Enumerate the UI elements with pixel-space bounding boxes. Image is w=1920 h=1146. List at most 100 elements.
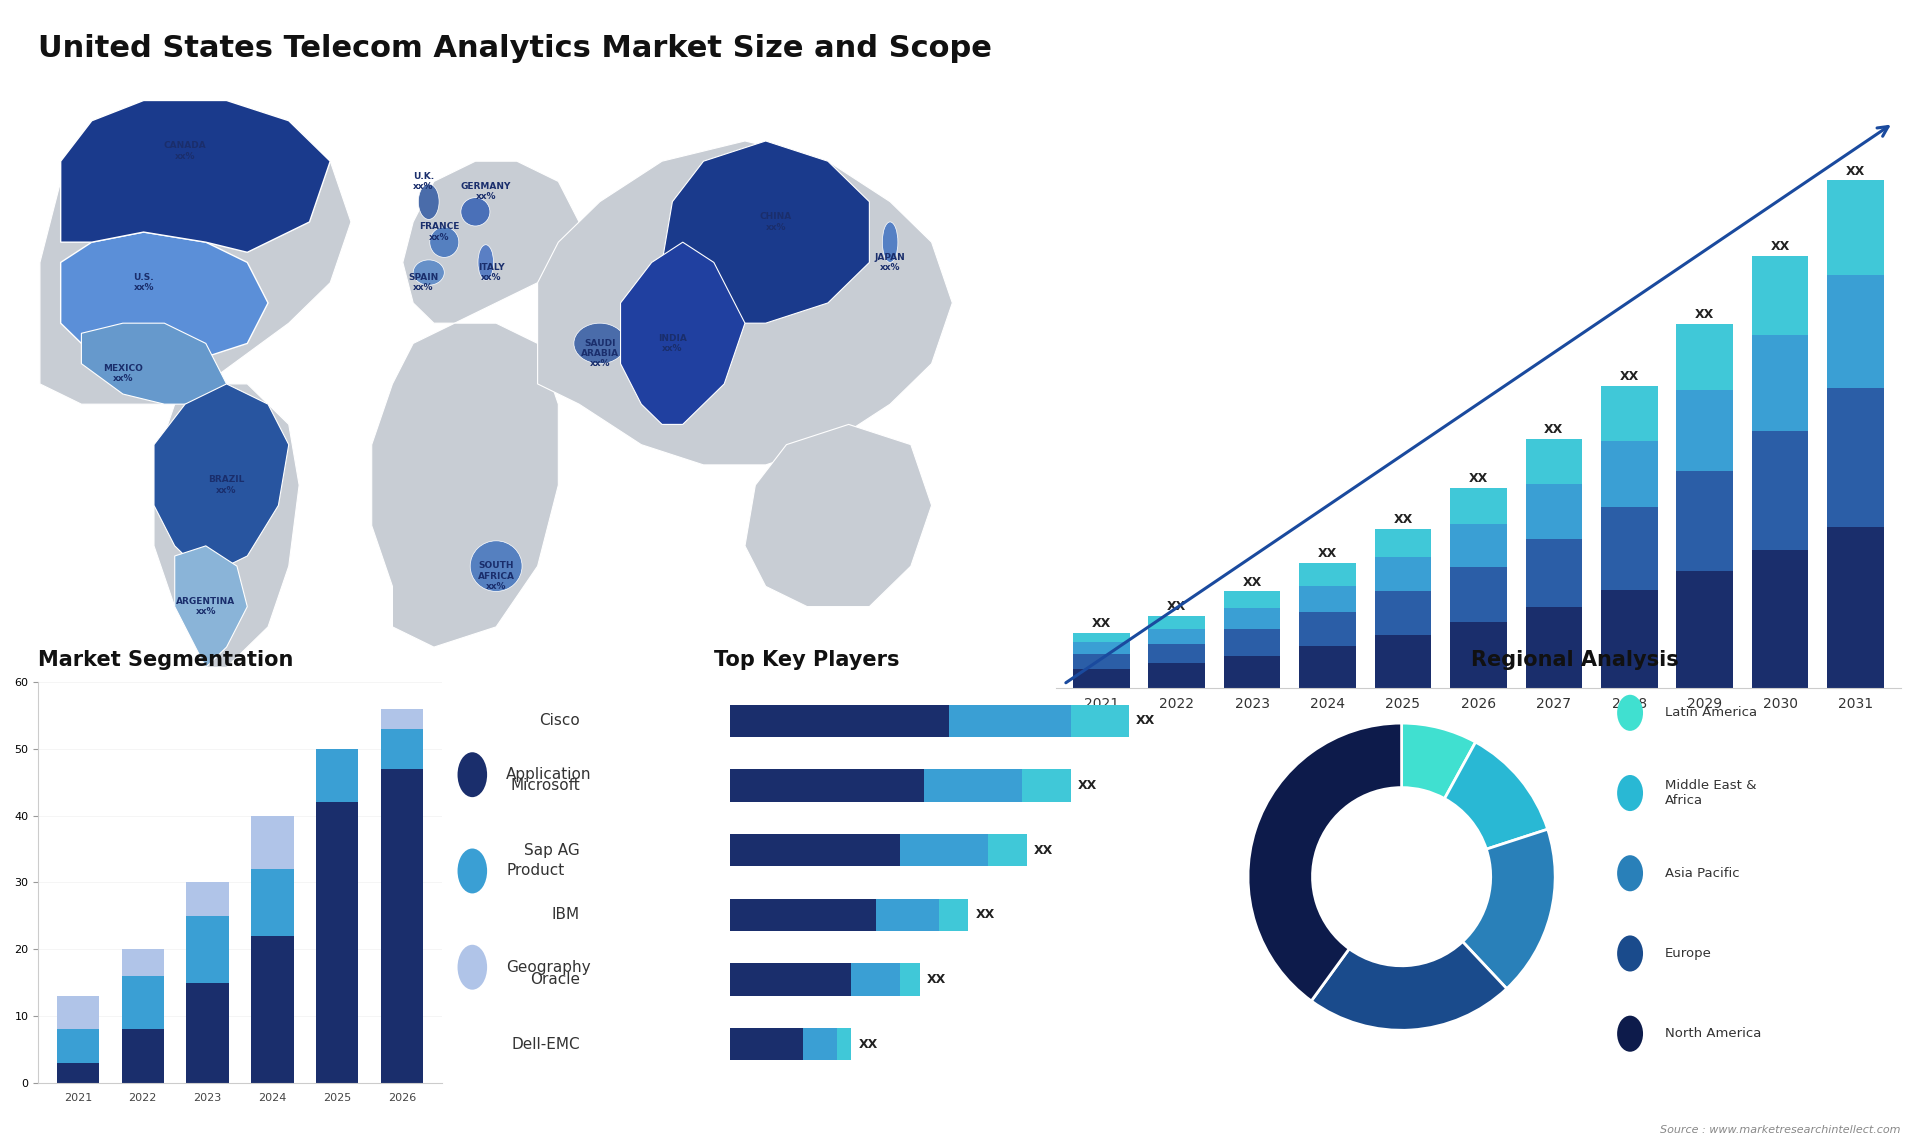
Ellipse shape: [430, 227, 459, 258]
Text: XX: XX: [1167, 601, 1187, 613]
Bar: [803, 1028, 837, 1060]
Bar: [851, 964, 900, 996]
Wedge shape: [1444, 743, 1548, 849]
Bar: [1450, 621, 1507, 688]
Text: BRAZIL
xx%: BRAZIL xx%: [209, 476, 244, 495]
Bar: [1073, 669, 1129, 688]
Text: XX: XX: [1092, 617, 1112, 630]
Bar: [1300, 563, 1356, 586]
Bar: [380, 769, 422, 1083]
Bar: [1828, 180, 1884, 275]
Ellipse shape: [574, 323, 626, 363]
Text: XX: XX: [975, 909, 995, 921]
Bar: [1300, 646, 1356, 688]
Polygon shape: [154, 384, 300, 667]
Polygon shape: [620, 242, 745, 424]
Text: FRANCE
xx%: FRANCE xx%: [419, 222, 459, 242]
Bar: [730, 898, 876, 931]
Bar: [186, 916, 228, 983]
Bar: [121, 976, 163, 1029]
Bar: [939, 898, 968, 931]
Text: Application: Application: [507, 767, 591, 783]
Bar: [1223, 591, 1281, 609]
Text: Europe: Europe: [1665, 947, 1711, 960]
Bar: [1601, 440, 1657, 507]
Bar: [121, 949, 163, 976]
Circle shape: [457, 752, 488, 798]
Bar: [1676, 571, 1734, 688]
Text: MEXICO
xx%: MEXICO xx%: [104, 364, 142, 384]
Text: Cisco: Cisco: [540, 713, 580, 728]
Polygon shape: [61, 231, 269, 363]
Text: Latin America: Latin America: [1665, 706, 1757, 720]
Polygon shape: [372, 323, 559, 647]
Text: Dell-EMC: Dell-EMC: [511, 1037, 580, 1052]
Bar: [1828, 387, 1884, 527]
Bar: [1676, 390, 1734, 471]
Text: Geography: Geography: [507, 959, 591, 975]
Circle shape: [1617, 775, 1644, 811]
Polygon shape: [40, 101, 351, 405]
Circle shape: [1617, 694, 1644, 731]
Text: XX: XX: [1770, 240, 1789, 253]
Text: XX: XX: [927, 973, 947, 986]
Bar: [1073, 643, 1129, 653]
Bar: [1526, 606, 1582, 688]
Bar: [1300, 586, 1356, 612]
Bar: [900, 834, 987, 866]
Text: U.S.
xx%: U.S. xx%: [132, 273, 154, 292]
Bar: [730, 1028, 803, 1060]
Bar: [252, 816, 294, 869]
Text: XX: XX: [1077, 779, 1096, 792]
Bar: [1751, 335, 1809, 431]
Polygon shape: [154, 384, 288, 576]
Bar: [1148, 615, 1206, 629]
Bar: [1375, 635, 1430, 688]
Bar: [1450, 488, 1507, 524]
Bar: [1676, 471, 1734, 571]
Bar: [1073, 653, 1129, 669]
Bar: [1148, 629, 1206, 644]
Polygon shape: [745, 424, 931, 606]
Bar: [1751, 431, 1809, 550]
Text: INDIA
xx%: INDIA xx%: [659, 333, 687, 353]
Bar: [121, 1029, 163, 1083]
Text: XX: XX: [1394, 513, 1413, 526]
Bar: [876, 898, 939, 931]
Circle shape: [1617, 935, 1644, 972]
Bar: [1223, 656, 1281, 688]
Bar: [1828, 275, 1884, 387]
Wedge shape: [1248, 723, 1402, 1000]
Polygon shape: [175, 545, 248, 667]
Bar: [1148, 644, 1206, 664]
Wedge shape: [1463, 830, 1555, 989]
Bar: [730, 705, 948, 737]
Text: XX: XX: [1845, 165, 1864, 178]
Text: Source : www.marketresearchintellect.com: Source : www.marketresearchintellect.com: [1661, 1124, 1901, 1135]
Bar: [380, 708, 422, 729]
Wedge shape: [1311, 942, 1507, 1030]
Bar: [900, 964, 920, 996]
Text: GERMANY
xx%: GERMANY xx%: [461, 182, 511, 202]
Circle shape: [1617, 855, 1644, 892]
Ellipse shape: [461, 197, 490, 226]
Ellipse shape: [470, 541, 522, 591]
Bar: [837, 1028, 851, 1060]
Ellipse shape: [883, 222, 899, 262]
Polygon shape: [61, 101, 330, 252]
Text: Top Key Players: Top Key Players: [714, 651, 899, 670]
Bar: [1601, 589, 1657, 688]
Bar: [730, 834, 900, 866]
Bar: [1375, 591, 1430, 635]
Bar: [1526, 484, 1582, 539]
Bar: [252, 869, 294, 936]
Bar: [317, 802, 359, 1083]
Bar: [186, 983, 228, 1083]
Circle shape: [1617, 1015, 1644, 1052]
Text: North America: North America: [1665, 1027, 1761, 1041]
Text: XX: XX: [858, 1037, 877, 1051]
Circle shape: [457, 848, 488, 894]
Text: CANADA
xx%: CANADA xx%: [163, 141, 207, 160]
Text: Asia Pacific: Asia Pacific: [1665, 866, 1740, 880]
Bar: [730, 769, 924, 801]
